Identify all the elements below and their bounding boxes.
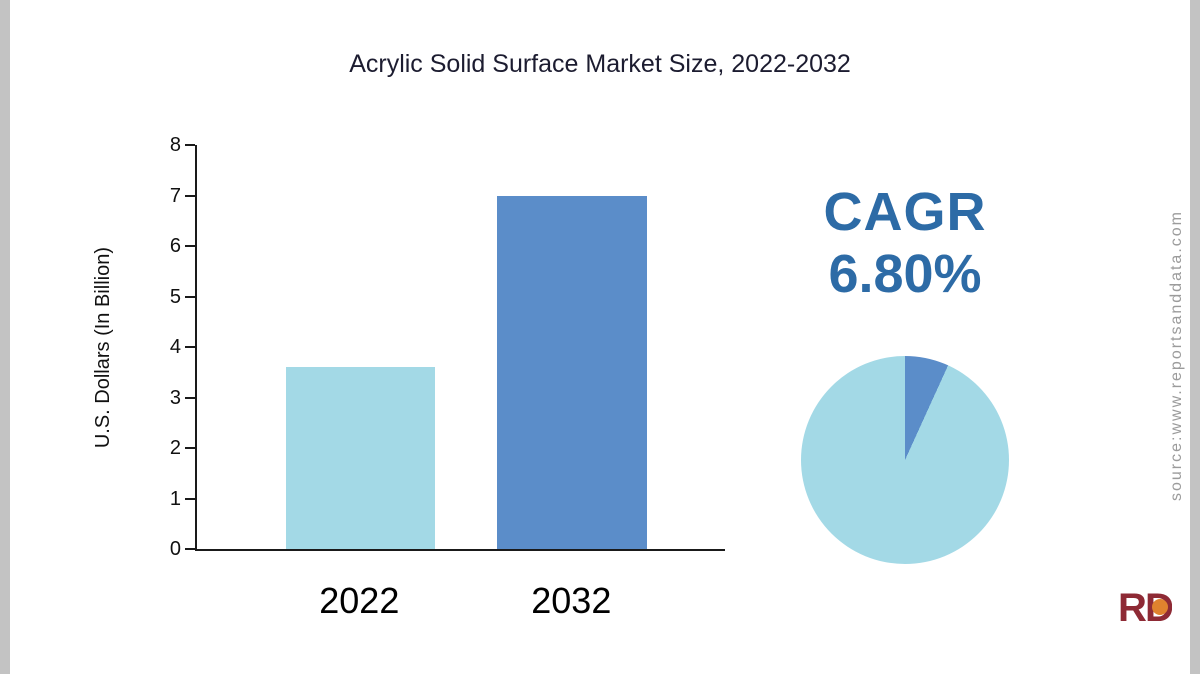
- cagr-pie-chart: [801, 356, 1009, 564]
- y-tick-mark: [185, 346, 195, 348]
- y-tick-label: 4: [169, 336, 181, 358]
- source-watermark-wrap: source:www.reportsanddata.com: [1168, 175, 1186, 535]
- cagr-block: CAGR 6.80%: [750, 182, 1060, 307]
- brand-logo-icon: R D: [1118, 586, 1174, 630]
- y-tick-mark: [185, 497, 195, 500]
- y-tick-label: 2: [169, 437, 181, 459]
- y-tick-mark: [185, 447, 195, 449]
- y-tick-label: 7: [169, 184, 181, 207]
- x-tick-label: 2032: [531, 580, 612, 621]
- y-tick-label: 5: [169, 285, 181, 308]
- y-tick-label: 8: [169, 134, 181, 156]
- chart-title: Acrylic Solid Surface Market Size, 2022-…: [349, 50, 851, 78]
- y-tick-label: 3: [169, 386, 181, 409]
- y-tick-mark: [185, 144, 195, 146]
- source-watermark: source:www.reportsanddata.com: [1168, 209, 1185, 501]
- x-tick-label: 2022: [319, 580, 400, 621]
- logo-orange-dot-icon: [1152, 599, 1168, 615]
- logo-letter-r: R: [1118, 586, 1147, 629]
- y-tick-label: 6: [169, 235, 181, 257]
- bar-plot-area: 0 1 2 3 4 5 6 7 8: [170, 134, 725, 560]
- right-border-strip: [1190, 0, 1200, 674]
- cagr-label: CAGR: [823, 182, 987, 242]
- y-tick-label: 0: [169, 538, 181, 560]
- y-tick-mark: [185, 245, 195, 247]
- brand-logo: R D: [1118, 585, 1174, 634]
- y-axis-label: U.S. Dollars (In Billion): [91, 247, 114, 449]
- bar-2022: [285, 367, 436, 549]
- left-border-strip: [0, 0, 10, 674]
- x-axis-labels: 2022 2032: [195, 580, 725, 630]
- cagr-value: 6.80%: [828, 244, 982, 305]
- y-tick-mark: [185, 295, 195, 298]
- y-tick-mark: [185, 194, 195, 197]
- y-tick-label: 1: [169, 487, 181, 510]
- bar-2032: [497, 195, 647, 549]
- y-axis-label-wrap: U.S. Dollars (In Billion): [88, 145, 118, 551]
- y-tick-mark: [185, 548, 195, 550]
- y-tick-mark: [185, 396, 195, 399]
